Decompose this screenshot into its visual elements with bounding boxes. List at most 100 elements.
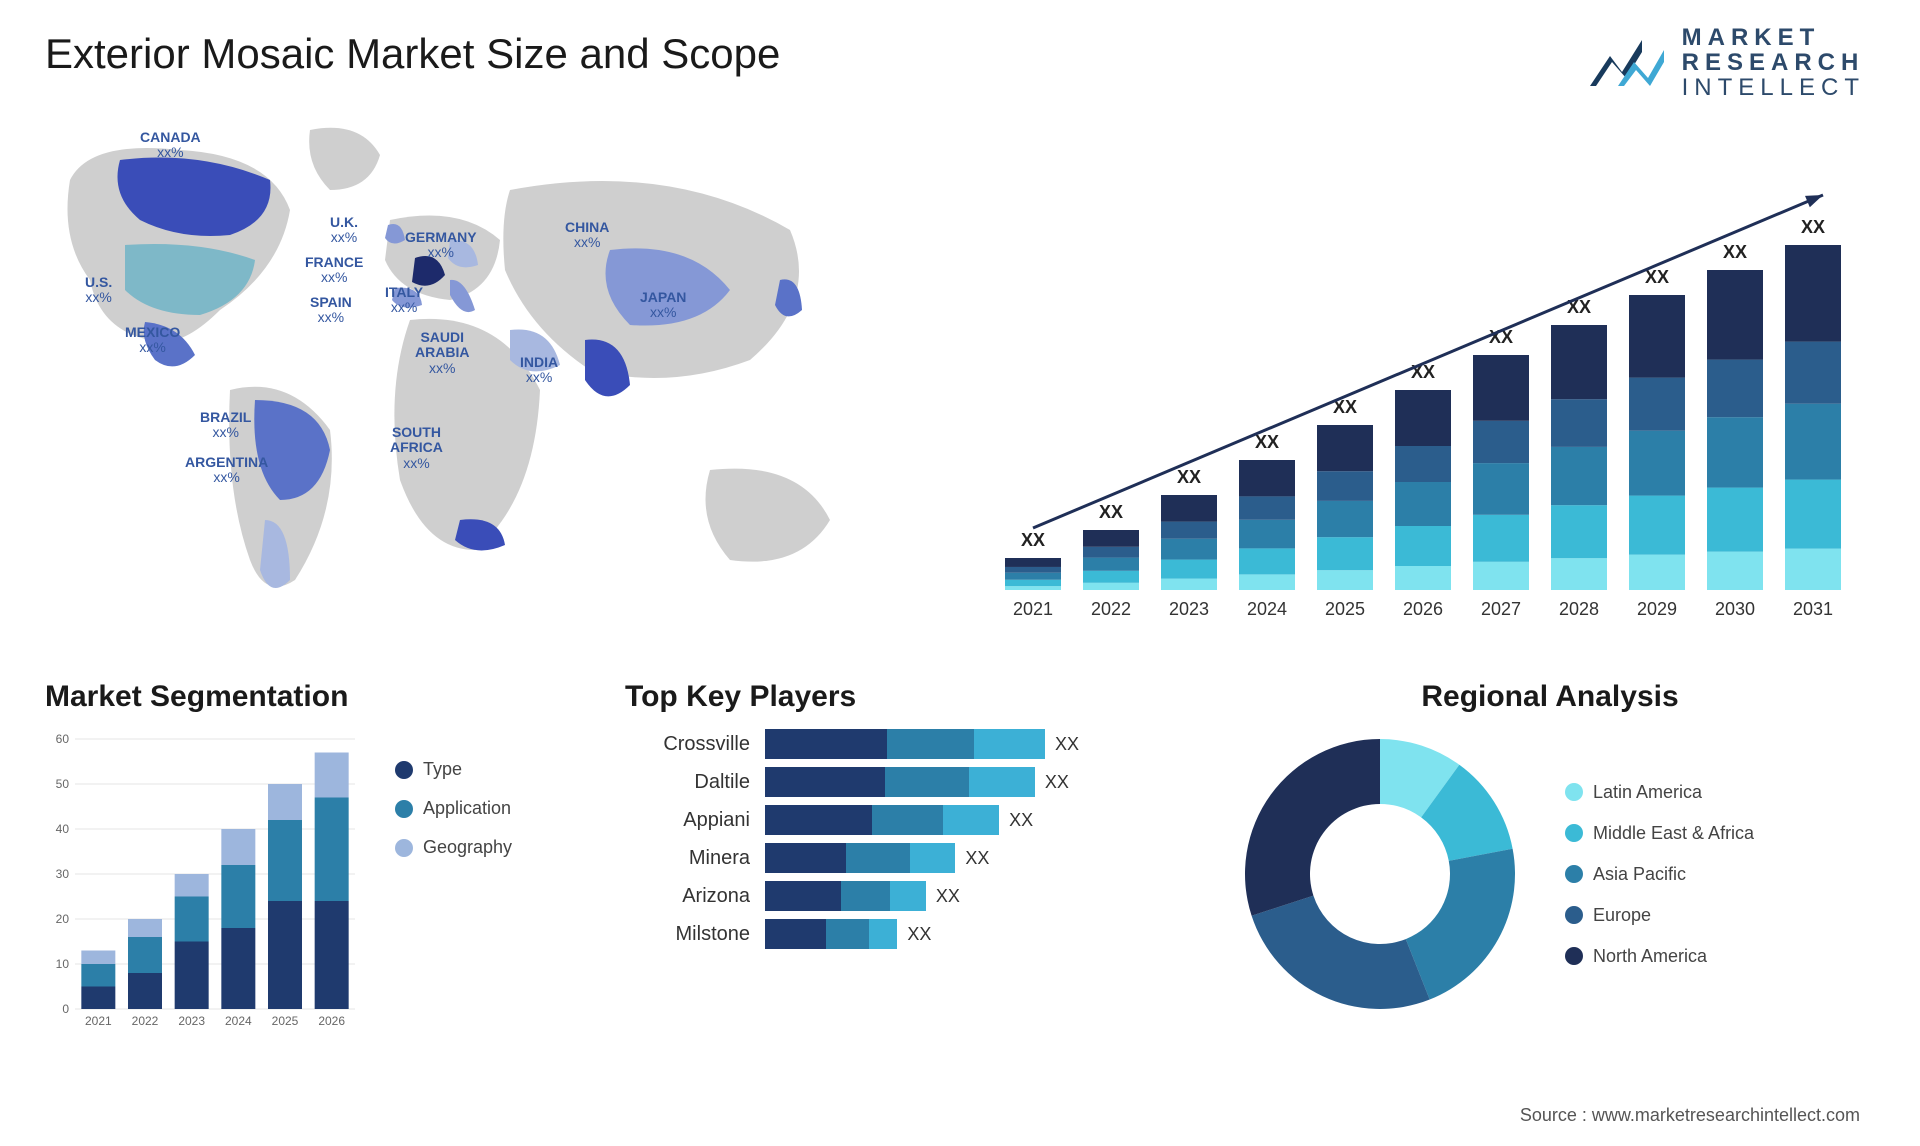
player-bar-segment (869, 919, 898, 949)
regional-legend-item: Middle East & Africa (1565, 823, 1754, 844)
segmentation-legend: Type Application Geography (395, 759, 512, 1039)
player-row: MineraXX (625, 843, 1185, 873)
legend-label: Geography (423, 837, 512, 858)
svg-text:30: 30 (56, 867, 70, 881)
svg-text:2026: 2026 (1403, 599, 1443, 619)
player-row: CrossvilleXX (625, 729, 1185, 759)
map-country-label: SOUTHAFRICAxx% (390, 425, 443, 471)
svg-text:2022: 2022 (1091, 599, 1131, 619)
regional-legend: Latin America Middle East & Africa Asia Pa… (1565, 782, 1754, 967)
player-bar (765, 919, 897, 949)
map-country-label: CHINAxx% (565, 220, 609, 251)
player-value-label: XX (1045, 772, 1069, 793)
logo-icon (1582, 28, 1670, 98)
svg-text:2022: 2022 (132, 1014, 159, 1028)
segmentation-chart-svg: 0102030405060202120222023202420252026 (45, 729, 365, 1039)
legend-label: Type (423, 759, 462, 780)
svg-text:40: 40 (56, 822, 70, 836)
legend-label: Middle East & Africa (1593, 823, 1754, 844)
svg-text:2028: 2028 (1559, 599, 1599, 619)
player-name: Appiani (625, 809, 765, 832)
map-country-label: MEXICOxx% (125, 325, 180, 356)
svg-text:2024: 2024 (225, 1014, 252, 1028)
player-bar-wrap: XX (765, 919, 1185, 949)
svg-text:2031: 2031 (1793, 599, 1833, 619)
player-bar-segment (887, 729, 974, 759)
source-attribution: Source : www.marketresearchintellect.com (1520, 1105, 1860, 1126)
player-bar-wrap: XX (765, 843, 1185, 873)
player-bar-segment (969, 767, 1035, 797)
player-bar-wrap: XX (765, 805, 1185, 835)
map-country-label: U.K.xx% (330, 215, 358, 246)
map-country-label: FRANCExx% (305, 255, 363, 286)
svg-text:2027: 2027 (1481, 599, 1521, 619)
player-bar-wrap: XX (765, 881, 1185, 911)
svg-text:XX: XX (1801, 217, 1825, 237)
svg-text:2024: 2024 (1247, 599, 1287, 619)
player-bar-segment (765, 881, 841, 911)
legend-label: Latin America (1593, 782, 1702, 803)
market-size-chart: XX2021XX2022XX2023XX2024XX2025XX2026XX20… (985, 150, 1865, 640)
player-row: MilstoneXX (625, 919, 1185, 949)
svg-text:2025: 2025 (1325, 599, 1365, 619)
seg-legend-item: Geography (395, 837, 512, 858)
world-map-svg (30, 100, 930, 660)
page-title: Exterior Mosaic Market Size and Scope (45, 30, 780, 78)
player-bar-segment (943, 805, 999, 835)
map-country-label: JAPANxx% (640, 290, 686, 321)
brand-logo: MARKET RESEARCH INTELLECT (1582, 25, 1865, 101)
legend-swatch (395, 761, 413, 779)
svg-text:0: 0 (62, 1002, 69, 1016)
player-bar-segment (765, 729, 887, 759)
svg-text:50: 50 (56, 777, 70, 791)
map-country-label: CANADAxx% (140, 130, 201, 161)
svg-text:10: 10 (56, 957, 70, 971)
svg-text:2026: 2026 (318, 1014, 345, 1028)
player-bar-segment (910, 843, 956, 873)
svg-text:XX: XX (1255, 432, 1279, 452)
player-bar-wrap: XX (765, 767, 1185, 797)
regional-legend-item: Latin America (1565, 782, 1754, 803)
player-bar-segment (885, 767, 968, 797)
donut-chart-svg (1235, 729, 1525, 1019)
legend-swatch (1565, 906, 1583, 924)
svg-text:2021: 2021 (1013, 599, 1053, 619)
svg-text:XX: XX (1723, 242, 1747, 262)
segmentation-region: Market Segmentation 01020304050602021202… (45, 680, 575, 1060)
map-country-label: SPAINxx% (310, 295, 352, 326)
svg-text:60: 60 (56, 732, 70, 746)
legend-label: Asia Pacific (1593, 864, 1686, 885)
player-bar-segment (765, 843, 846, 873)
seg-legend-item: Application (395, 798, 512, 819)
player-bar (765, 843, 955, 873)
player-bar-wrap: XX (765, 729, 1185, 759)
legend-swatch (395, 800, 413, 818)
map-country-label: U.S.xx% (85, 275, 112, 306)
svg-text:2023: 2023 (178, 1014, 205, 1028)
player-value-label: XX (936, 886, 960, 907)
legend-label: North America (1593, 946, 1707, 967)
stacked-bar-svg: XX2021XX2022XX2023XX2024XX2025XX2026XX20… (985, 150, 1865, 640)
player-bar-segment (765, 919, 826, 949)
player-bar-segment (872, 805, 943, 835)
legend-swatch (395, 839, 413, 857)
player-name: Minera (625, 847, 765, 870)
player-value-label: XX (907, 924, 931, 945)
player-value-label: XX (1009, 810, 1033, 831)
player-bar-segment (765, 767, 885, 797)
player-name: Daltile (625, 771, 765, 794)
player-bar-segment (974, 729, 1045, 759)
player-value-label: XX (1055, 734, 1079, 755)
svg-text:2021: 2021 (85, 1014, 112, 1028)
svg-text:2023: 2023 (1169, 599, 1209, 619)
player-bar-segment (826, 919, 869, 949)
regional-title: Regional Analysis (1235, 680, 1865, 714)
legend-swatch (1565, 783, 1583, 801)
svg-text:XX: XX (1099, 502, 1123, 522)
legend-swatch (1565, 947, 1583, 965)
world-map-region: CANADAxx%U.S.xx%MEXICOxx%BRAZILxx%ARGENT… (30, 100, 930, 660)
svg-text:XX: XX (1021, 530, 1045, 550)
svg-text:2030: 2030 (1715, 599, 1755, 619)
map-country-label: INDIAxx% (520, 355, 558, 386)
player-bar (765, 881, 926, 911)
